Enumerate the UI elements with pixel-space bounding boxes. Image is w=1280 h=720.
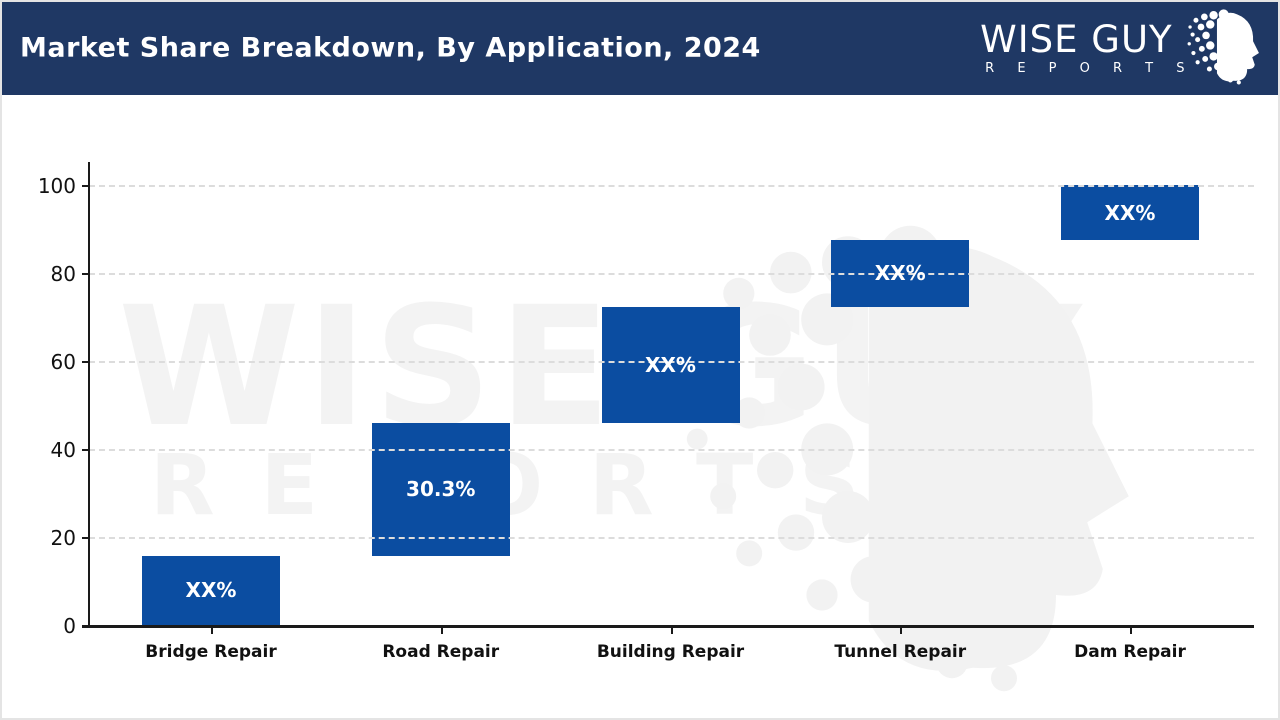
x-tick-label: Tunnel Repair xyxy=(834,642,967,662)
x-tick-mark xyxy=(440,628,443,634)
y-tick-mark xyxy=(82,185,88,187)
y-tick-mark xyxy=(82,361,88,363)
bar-value-label: 30.3% xyxy=(406,477,476,502)
gridline xyxy=(89,361,1254,363)
gridline xyxy=(89,449,1254,451)
x-tick-label: Dam Repair xyxy=(1074,642,1186,662)
y-tick-label: 60 xyxy=(50,350,76,374)
y-axis xyxy=(88,162,90,627)
wise-guy-reports-logo: WISE GUY R E P O R T S xyxy=(980,8,1264,88)
gridline xyxy=(89,273,1254,275)
bar-segment xyxy=(142,555,280,625)
y-tick-mark xyxy=(82,273,88,275)
bar-segment xyxy=(1061,185,1199,240)
y-tick-label: 20 xyxy=(50,526,76,550)
market-share-chart: WISE GUY REPORTS XX%30.3%XX%XX%XX%020406… xyxy=(0,95,1280,720)
y-tick-mark xyxy=(82,537,88,539)
y-tick-label: 100 xyxy=(37,174,76,198)
header-bar: Market Share Breakdown, By Application, … xyxy=(0,0,1280,95)
x-tick-label: Road Repair xyxy=(382,642,500,662)
x-tick-mark xyxy=(211,628,213,634)
x-tick-label: Building Repair xyxy=(596,642,745,662)
bar-value-label: XX% xyxy=(1104,200,1156,225)
y-tick-label: 80 xyxy=(50,262,76,286)
y-tick-label: 0 xyxy=(63,614,76,638)
y-tick-mark xyxy=(82,625,88,627)
logo-wordmark: WISE GUY xyxy=(980,17,1173,61)
logo-subtitle: R E P O R T S xyxy=(985,60,1194,76)
bar-value-label: XX% xyxy=(645,352,696,377)
bar-value-label: XX% xyxy=(874,261,926,286)
x-tick-mark xyxy=(1130,628,1132,634)
x-tick-mark xyxy=(900,628,903,634)
bar-value-label: XX% xyxy=(185,578,237,603)
gridline xyxy=(89,537,1254,539)
y-tick-mark xyxy=(82,449,88,451)
y-tick-label: 40 xyxy=(50,438,76,462)
dotted-face-icon xyxy=(1187,9,1259,85)
logo-text: WISE GUY R E P O R T S xyxy=(980,21,1194,76)
bar-segment xyxy=(601,306,740,423)
page-title: Market Share Breakdown, By Application, … xyxy=(20,32,761,63)
x-tick-mark xyxy=(670,628,673,634)
x-tick-label: Bridge Repair xyxy=(145,642,277,662)
x-axis xyxy=(82,625,1254,628)
gridline xyxy=(89,185,1254,187)
bar-segment xyxy=(371,422,510,556)
